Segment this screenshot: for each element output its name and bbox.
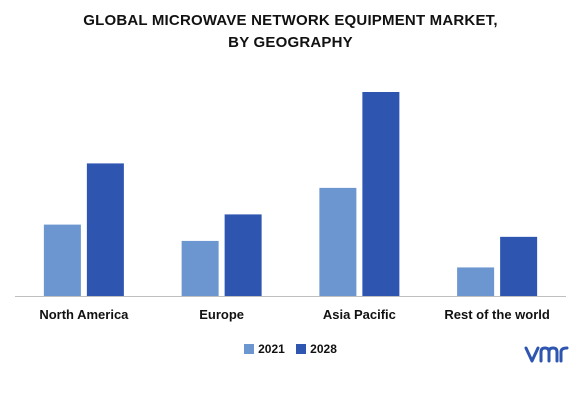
bar-europe-2028 <box>224 214 262 296</box>
vmr-logo <box>524 346 569 363</box>
x-tick-label: Europe <box>199 307 244 322</box>
legend-label-2021: 2021 <box>258 342 285 356</box>
legend-swatch-2021 <box>244 344 255 354</box>
bar-north-america-2021 <box>43 224 81 296</box>
bar-rest-of-the-world-2021 <box>457 267 495 296</box>
legend: 2021 2028 <box>0 342 581 357</box>
chart-title-line-2: BY GEOGRAPHY <box>228 34 353 51</box>
chart-title: GLOBAL MICROWAVE NETWORK EQUIPMENT MARKE… <box>0 10 581 54</box>
legend-item-2028: 2028 <box>296 342 337 356</box>
x-tick-label: Asia Pacific <box>323 307 396 322</box>
bar-north-america-2028 <box>86 163 124 296</box>
x-tick-label: North America <box>39 307 129 322</box>
bar-asia-pacific-2021 <box>319 187 357 296</box>
chart-title-line-1: GLOBAL MICROWAVE NETWORK EQUIPMENT MARKE… <box>83 12 498 29</box>
bar-rest-of-the-world-2028 <box>500 236 538 296</box>
bar-europe-2021 <box>181 240 219 296</box>
legend-item-2021: 2021 <box>244 342 285 356</box>
legend-label-2028: 2028 <box>310 342 337 356</box>
bar-asia-pacific-2028 <box>362 92 400 296</box>
legend-swatch-2028 <box>296 344 307 354</box>
x-tick-label: Rest of the world <box>444 307 550 322</box>
